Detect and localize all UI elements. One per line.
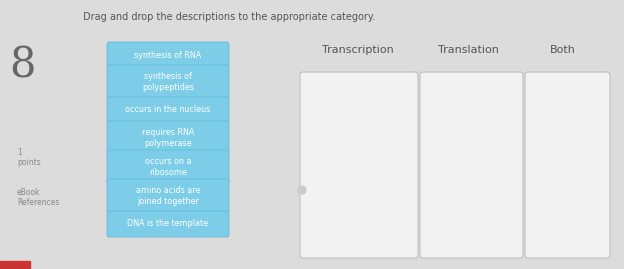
Text: Both: Both [550,45,576,55]
FancyBboxPatch shape [300,72,418,258]
FancyBboxPatch shape [107,65,229,99]
FancyBboxPatch shape [420,72,523,258]
Text: eBook: eBook [17,188,41,197]
FancyBboxPatch shape [107,121,229,155]
Text: points: points [17,158,41,167]
Text: synthesis of RNA: synthesis of RNA [134,51,202,59]
FancyBboxPatch shape [107,42,229,68]
FancyBboxPatch shape [107,150,229,184]
Text: synthesis of
polypeptides: synthesis of polypeptides [142,72,194,92]
Text: occurs in the nucleus: occurs in the nucleus [125,105,211,115]
Circle shape [298,186,306,194]
Text: requires RNA
polymerase: requires RNA polymerase [142,128,194,148]
Text: Drag and drop the descriptions to the appropriate category.: Drag and drop the descriptions to the ap… [83,12,375,22]
Text: Transcription: Transcription [322,45,394,55]
Text: Translation: Translation [437,45,499,55]
FancyBboxPatch shape [107,97,229,123]
FancyBboxPatch shape [107,211,229,237]
Text: 8: 8 [9,45,35,87]
Text: occurs on a
ribosome: occurs on a ribosome [145,157,191,177]
Bar [0,261,30,269]
Text: amino acids are
joined together: amino acids are joined together [136,186,200,206]
Text: DNA is the template: DNA is the template [127,220,208,228]
Text: References: References [17,198,59,207]
Text: 1: 1 [17,148,22,157]
FancyBboxPatch shape [107,179,229,213]
FancyBboxPatch shape [525,72,610,258]
